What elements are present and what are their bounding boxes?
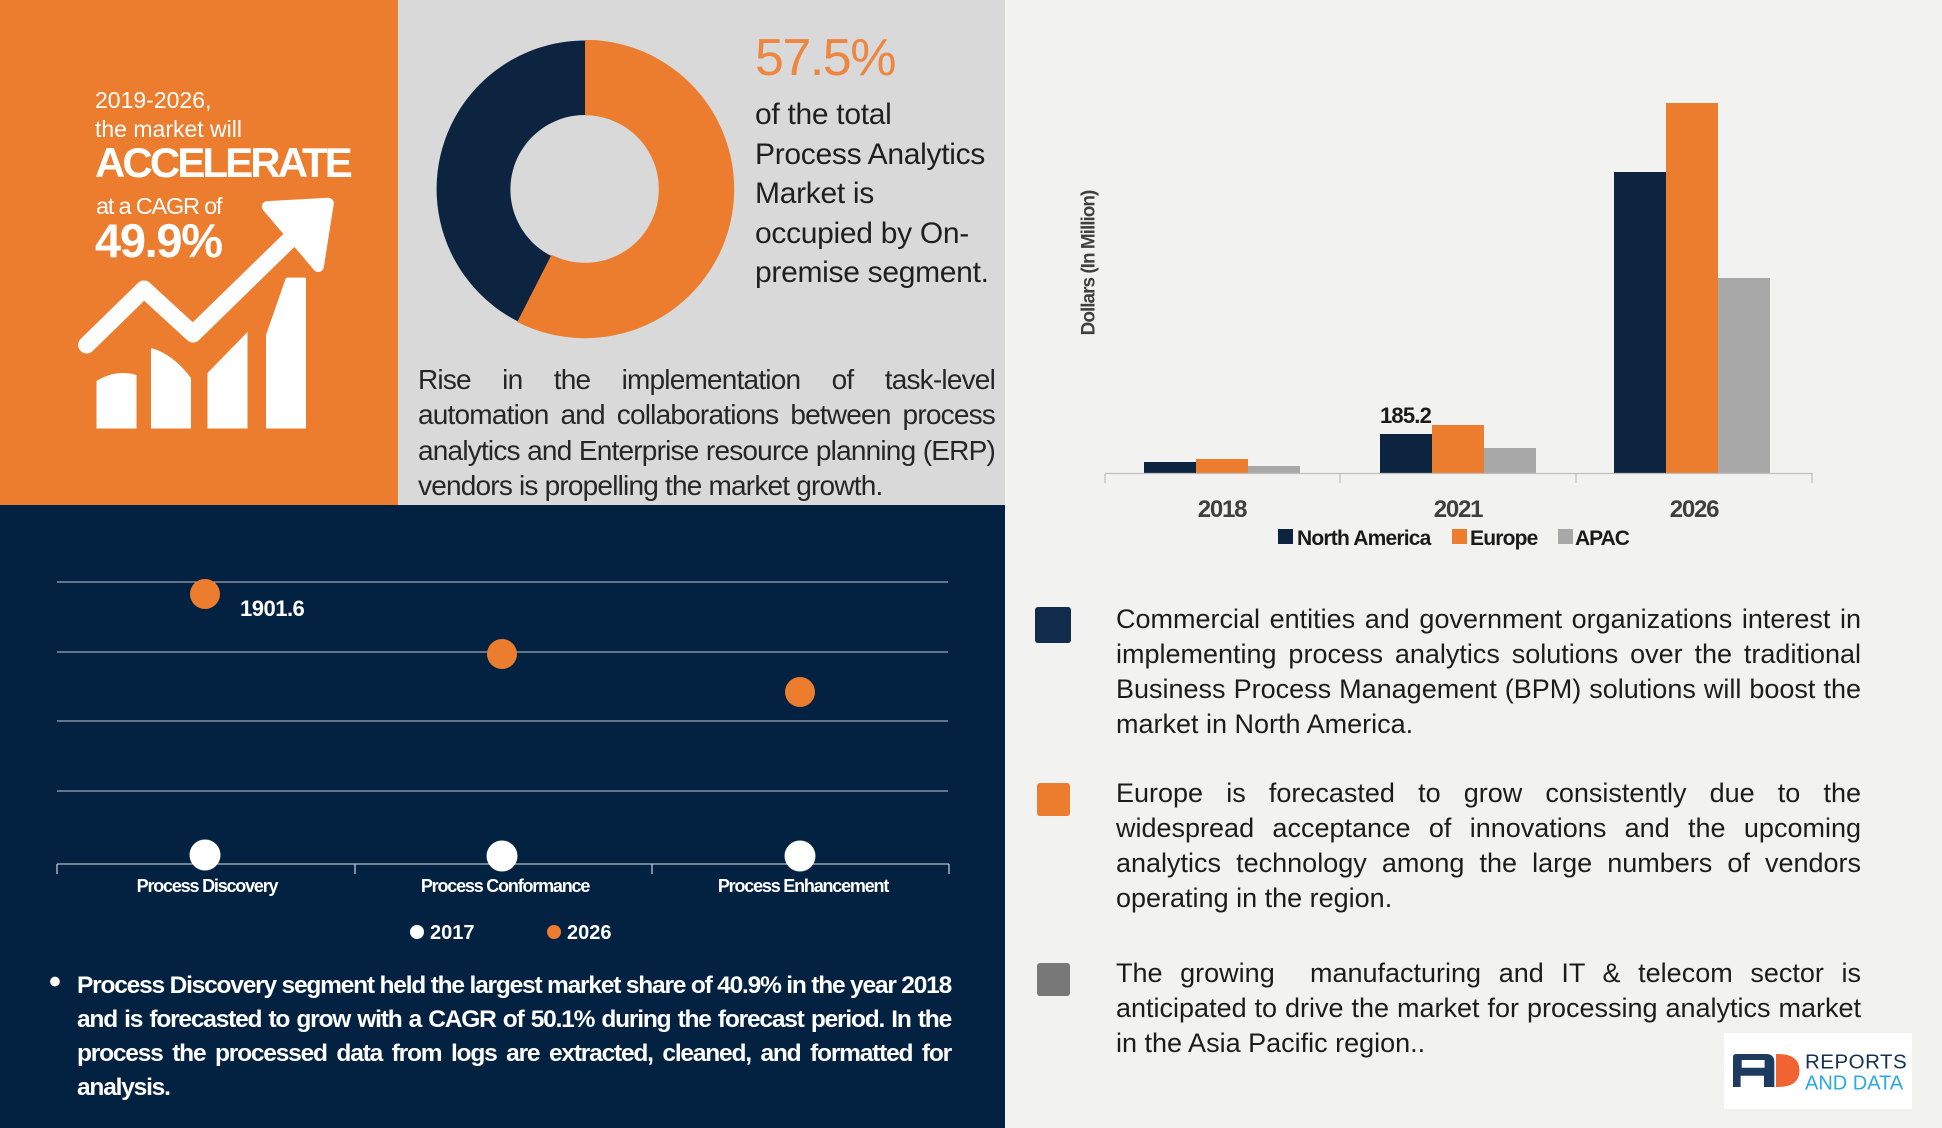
svg-text:REPORTS: REPORTS	[1805, 1051, 1907, 1074]
svg-text:AND DATA: AND DATA	[1805, 1073, 1904, 1095]
